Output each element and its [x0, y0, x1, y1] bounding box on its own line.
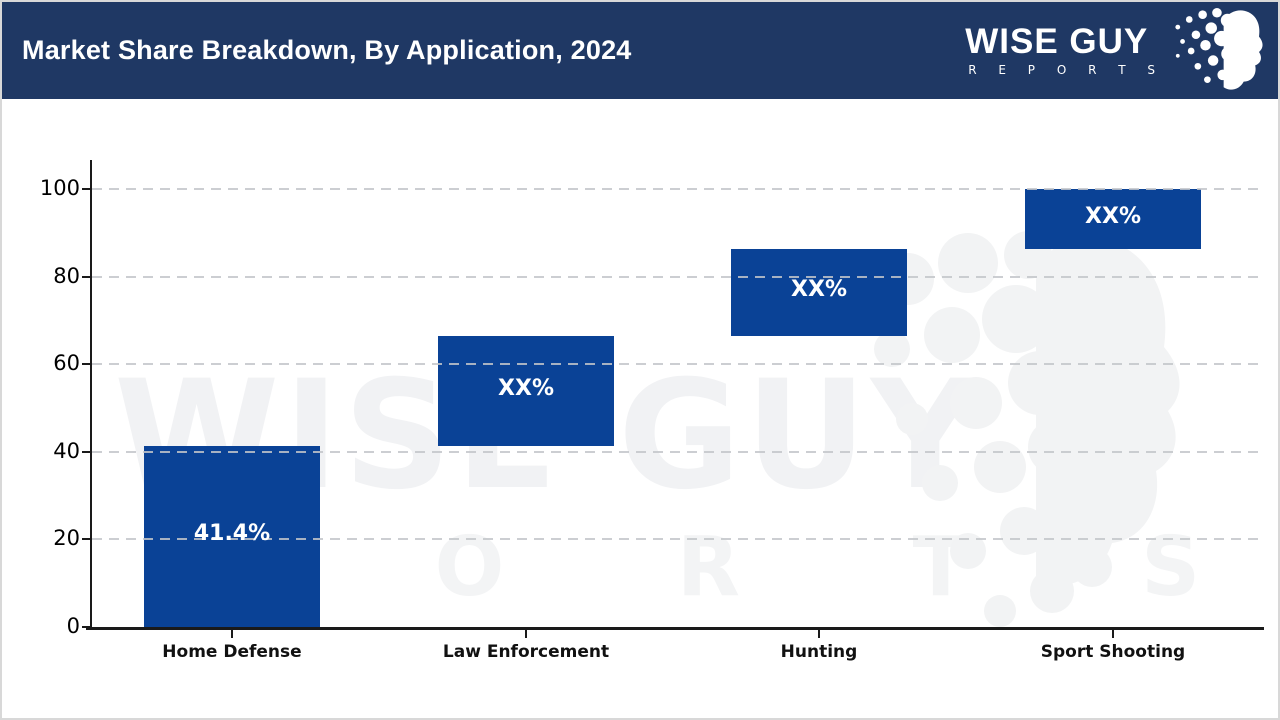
bar-sport-shooting — [1025, 189, 1201, 249]
chart-canvas: WISE GUY P O R T S 0 20 40 60 80 100 41.4% Home… — [2, 99, 1278, 716]
x-axis-category-label: Sport Shooting — [1040, 642, 1186, 662]
wise-guy-reports-logo: WISE GUY R E P O R T S — [965, 7, 1278, 94]
x-axis-category-label: Hunting — [780, 642, 858, 662]
logo-text: WISE GUY R E P O R T S — [965, 24, 1164, 77]
x-axis-tick — [231, 630, 233, 638]
x-axis-line — [86, 627, 1264, 630]
header-banner: Market Share Breakdown, By Application, … — [2, 2, 1278, 99]
y-axis-tick — [82, 450, 90, 453]
x-axis-tick — [818, 630, 820, 638]
bar-hunting — [731, 248, 907, 337]
y-axis-tick — [82, 538, 90, 541]
y-axis-tick-label: 100 — [39, 176, 80, 200]
y-axis-tick — [82, 188, 90, 190]
gridline-80 — [92, 275, 1264, 278]
chart-title: Market Share Breakdown, By Application, … — [22, 35, 632, 65]
bar-value-label: 41.4% — [193, 521, 271, 547]
gridline-20 — [92, 538, 1264, 541]
bar-value-label: XX% — [498, 375, 554, 401]
x-axis-category-label: Law Enforcement — [442, 642, 610, 662]
logo-subtitle: R E P O R T S — [968, 63, 1164, 77]
y-axis-line — [90, 160, 92, 630]
bar-home-defense — [144, 445, 320, 627]
y-axis-tick — [82, 363, 90, 366]
y-axis-tick-label: 0 — [66, 614, 80, 638]
y-axis-tick-label: 60 — [53, 351, 80, 376]
y-axis-tick-label: 40 — [53, 438, 80, 463]
x-axis-tick — [525, 630, 527, 638]
watermark-face-icon — [874, 231, 1180, 627]
gridline-100 — [92, 188, 1264, 190]
logo-face-icon — [1175, 7, 1263, 90]
y-axis-tick — [82, 275, 90, 278]
y-axis-tick-label: 20 — [53, 526, 80, 551]
bar-value-label: XX% — [1085, 203, 1141, 229]
bar-value-label: XX% — [791, 277, 847, 303]
y-axis-tick-label: 80 — [53, 263, 80, 288]
x-axis-category-label: Home Defense — [162, 642, 302, 662]
x-axis-tick — [1112, 630, 1114, 638]
logo-wordmark: WISE GUY — [965, 22, 1149, 61]
gridline-40 — [92, 450, 1264, 453]
gridline-60 — [92, 363, 1264, 366]
bar-law-enforcement — [438, 336, 614, 446]
